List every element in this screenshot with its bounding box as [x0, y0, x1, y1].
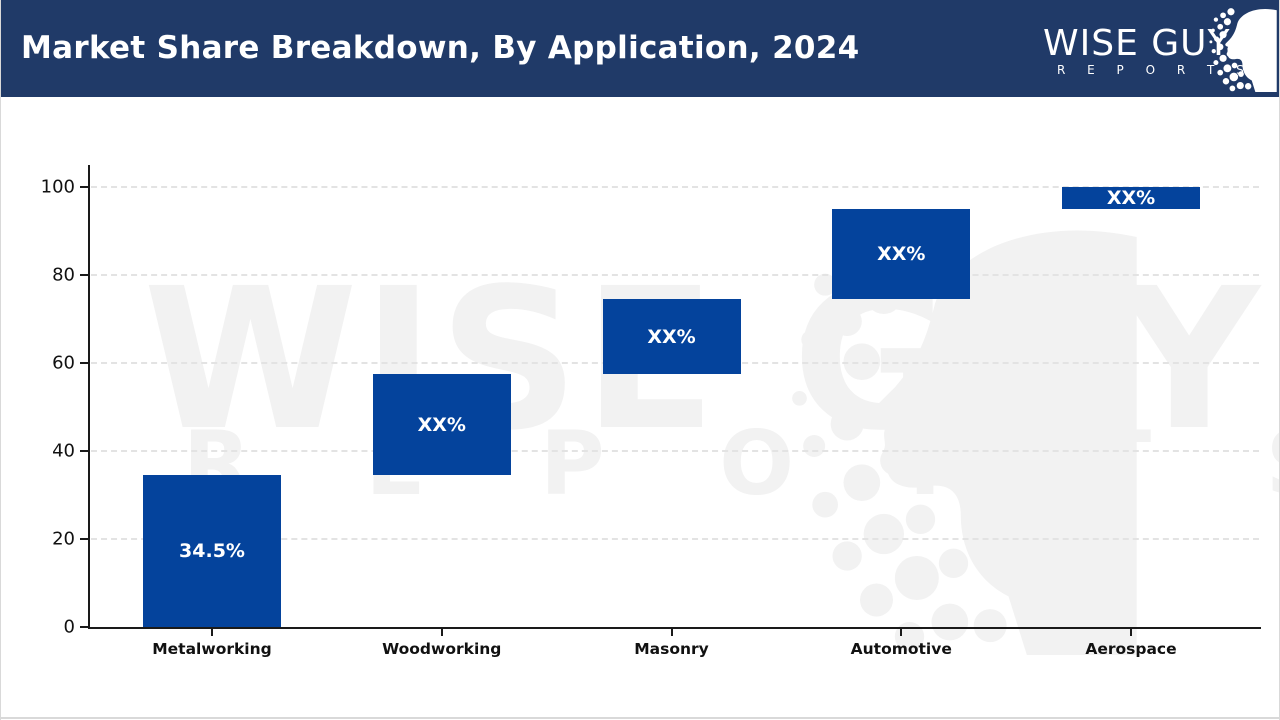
y-tick-label: 80	[52, 264, 75, 286]
bar-value-label: XX%	[417, 413, 466, 436]
bar-segment: XX%	[602, 299, 741, 374]
y-axis-spine	[88, 165, 90, 629]
gridline	[91, 538, 1259, 540]
bar-value-label: XX%	[877, 243, 926, 266]
x-tick-mark	[670, 629, 673, 636]
gridline	[91, 450, 1259, 452]
x-tick-mark	[900, 629, 903, 636]
header-bar: Market Share Breakdown, By Application, …	[1, 0, 1279, 97]
y-tick-mark	[80, 450, 88, 452]
logo-face-icon	[1205, 6, 1277, 92]
y-tick-mark	[80, 626, 88, 628]
bottom-border-line	[1, 717, 1279, 719]
x-category-label: Aerospace	[1085, 640, 1177, 658]
x-category-label: Masonry	[634, 640, 709, 658]
x-category-label: Metalworking	[152, 640, 272, 658]
y-tick-label: 60	[52, 352, 75, 374]
bar-segment: XX%	[832, 209, 971, 300]
bar-segment: XX%	[372, 374, 511, 476]
y-tick-label: 20	[52, 528, 75, 550]
logo-subtitle: R E P O R T S	[1057, 63, 1253, 77]
logo-wordmark: WISE GUY	[1043, 23, 1231, 64]
chart-title: Market Share Breakdown, By Application, …	[21, 30, 860, 66]
y-tick-mark	[80, 186, 88, 188]
bar-segment: XX%	[1062, 187, 1200, 209]
bar-segment: 34.5%	[143, 475, 281, 627]
bar-value-label: XX%	[647, 325, 696, 348]
bar-value-label: XX%	[1106, 187, 1156, 209]
x-tick-mark	[211, 629, 213, 636]
x-axis-spine	[88, 627, 1261, 629]
x-category-label: Woodworking	[382, 640, 502, 658]
gridline	[91, 274, 1259, 276]
x-category-label: Automotive	[850, 640, 952, 658]
y-tick-mark	[80, 274, 88, 276]
gridline	[91, 186, 1259, 188]
bar-value-label: 34.5%	[179, 540, 245, 563]
y-tick-label: 0	[63, 616, 75, 638]
y-tick-mark	[80, 362, 88, 364]
wise-guy-logo: WISE GUY R E P O R T S	[1039, 0, 1279, 97]
y-tick-mark	[80, 538, 88, 540]
x-tick-mark	[1130, 629, 1132, 636]
x-tick-mark	[440, 629, 443, 636]
y-tick-label: 100	[40, 176, 75, 198]
y-tick-label: 40	[52, 440, 75, 462]
